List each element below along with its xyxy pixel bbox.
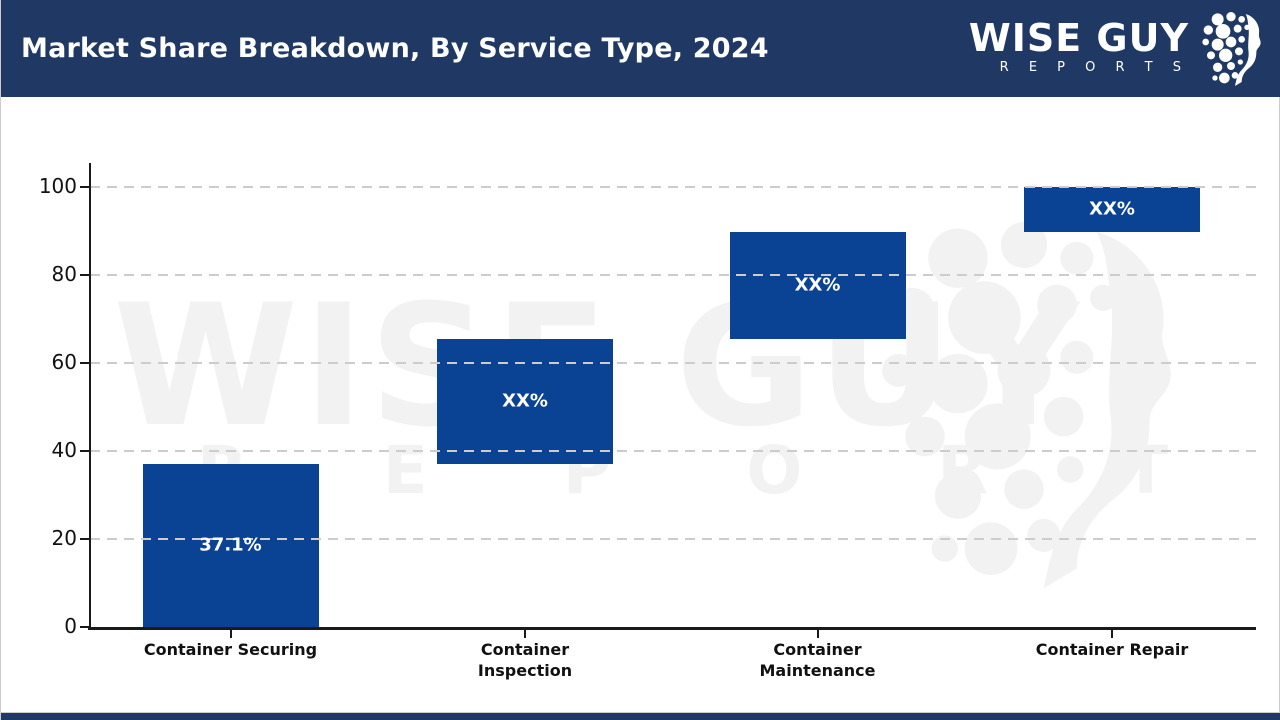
gridline — [90, 274, 1256, 276]
y-axis-tick — [80, 626, 89, 628]
gridline — [90, 186, 1256, 188]
bar-segment — [729, 231, 906, 339]
y-axis-tick — [80, 538, 89, 540]
x-axis-category-label: Container Maintenance — [759, 640, 876, 680]
bar-value-label: XX% — [794, 274, 841, 296]
brand-face-icon — [1202, 12, 1261, 86]
watermark-face-logo — [882, 221, 1171, 589]
bar-value-label: XX% — [502, 390, 548, 412]
x-axis-tick — [1111, 630, 1113, 638]
x-axis-category-label: Container Repair — [1035, 640, 1189, 659]
y-axis-tick — [80, 274, 89, 276]
x-axis-tick — [524, 630, 526, 638]
x-axis-tick — [229, 630, 232, 638]
y-axis-line — [89, 163, 91, 629]
x-axis-category-label: Container Inspection — [477, 640, 573, 680]
bar-value-label: 37.1% — [199, 534, 262, 556]
chart-title: Market Share Breakdown, By Service Type,… — [21, 33, 769, 64]
y-axis-tick-label: 100 — [38, 174, 77, 198]
y-axis-tick — [80, 186, 89, 188]
gridline — [90, 538, 1256, 540]
footer-divider — [1, 712, 1280, 713]
y-axis-tick-label: 80 — [51, 262, 77, 286]
y-axis-tick-label: 60 — [51, 350, 77, 374]
y-axis-tick-label: 20 — [51, 526, 77, 550]
gridline — [90, 362, 1256, 364]
bar-value-label: XX% — [1089, 198, 1135, 220]
bar-segment — [1024, 187, 1200, 232]
y-axis-tick — [80, 450, 89, 452]
brand-name: WISE GUY — [968, 16, 1189, 60]
header-bar: Market Share Breakdown, By Service Type,… — [1, 0, 1280, 97]
x-axis-tick — [816, 630, 819, 638]
footer-bar — [1, 713, 1280, 720]
bar-segment — [142, 463, 319, 627]
y-axis-tick — [80, 362, 89, 364]
x-axis-category-label: Container Securing — [143, 640, 318, 659]
gridline — [90, 450, 1256, 452]
x-axis-line — [88, 627, 1256, 630]
bar-segment — [437, 338, 613, 464]
y-axis-tick-label: 0 — [64, 614, 77, 638]
y-axis-tick-label: 40 — [51, 438, 77, 462]
brand-logo: WISE GUY R E P O R T S — [969, 8, 1267, 90]
brand-tagline: R E P O R T S — [999, 60, 1189, 75]
